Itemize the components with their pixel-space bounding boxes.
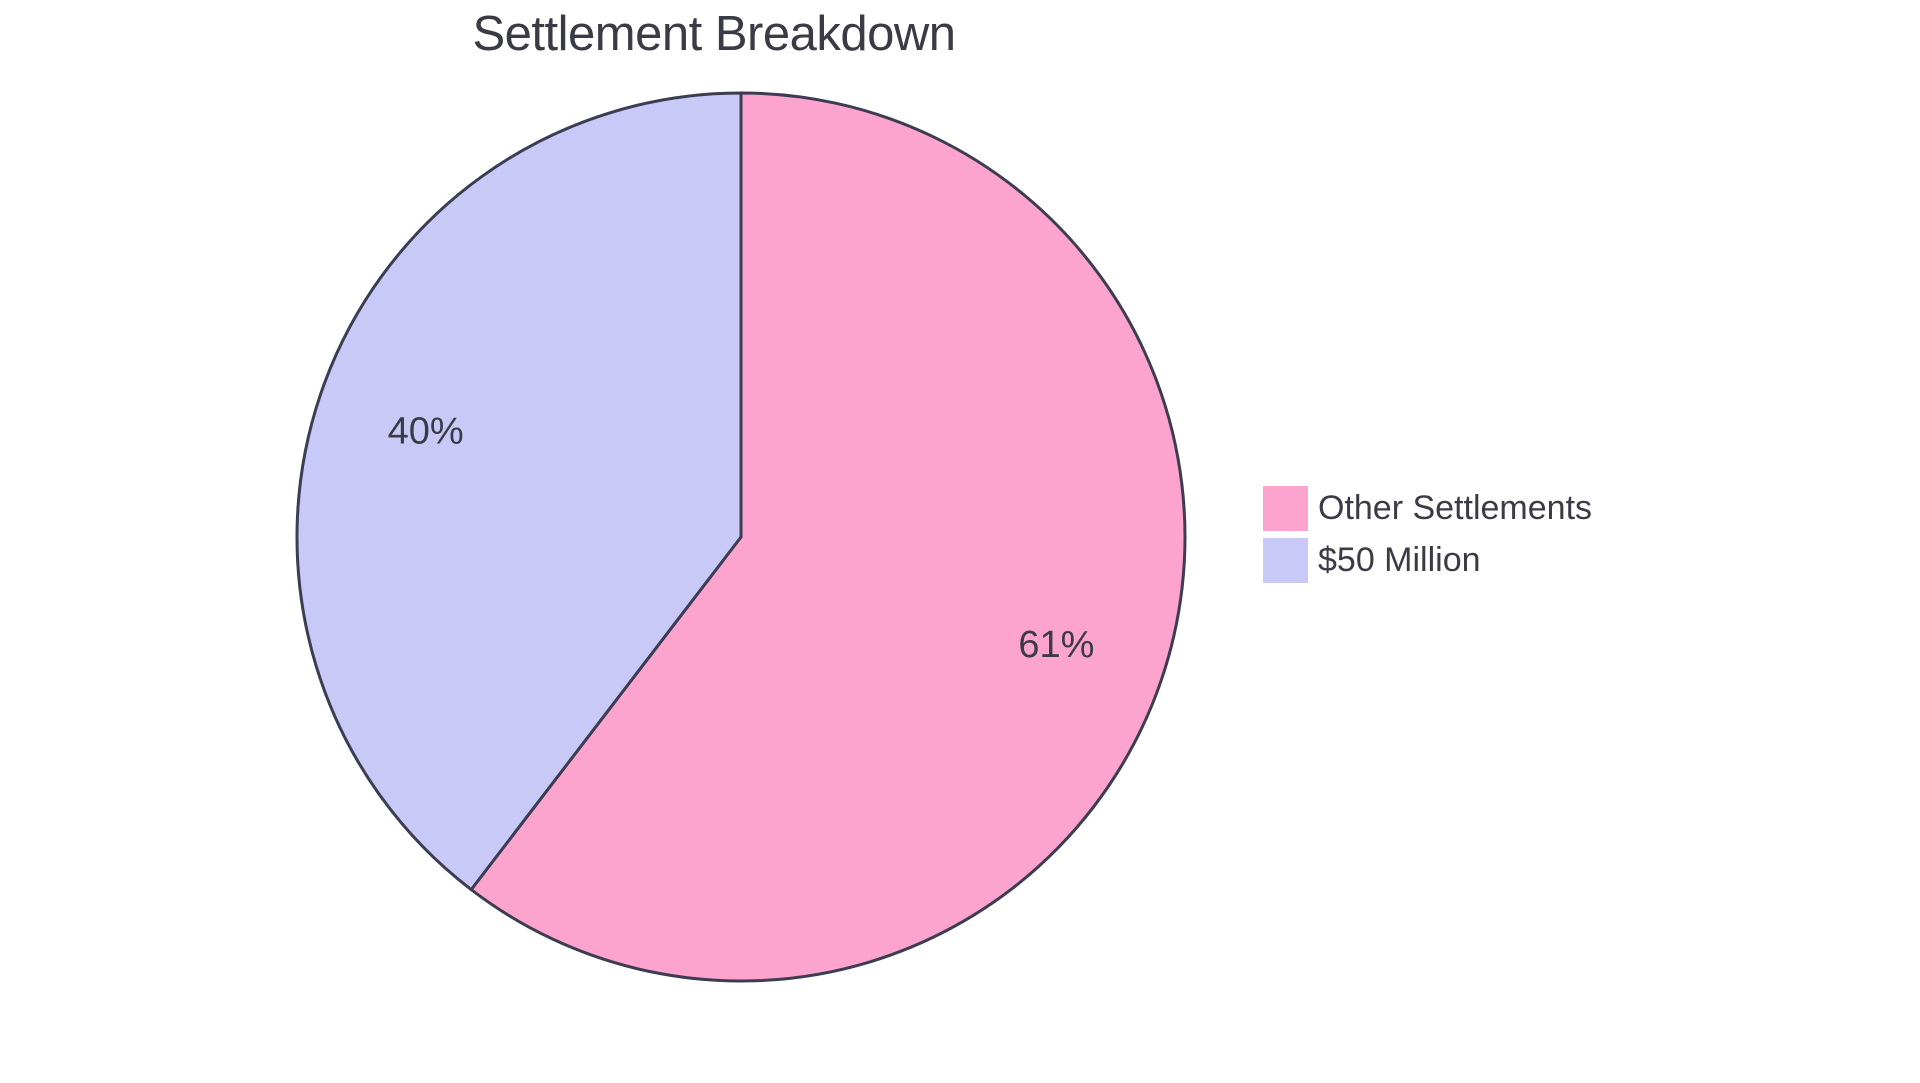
pie-percent-label-50-million: 40% (388, 411, 464, 453)
legend: Other Settlements $50 Million (1263, 486, 1592, 583)
pie-percent-label-other-settlements: 61% (1018, 624, 1094, 666)
legend-item-50-million[interactable]: $50 Million (1263, 538, 1592, 583)
legend-swatch-other-settlements (1263, 486, 1308, 531)
legend-label-50-million: $50 Million (1318, 541, 1481, 579)
legend-swatch-50-million (1263, 538, 1308, 583)
legend-item-other-settlements[interactable]: Other Settlements (1263, 486, 1592, 531)
legend-label-other-settlements: Other Settlements (1318, 489, 1593, 527)
chart-title: Settlement Breakdown (472, 7, 957, 61)
pie-slice-other-settlements[interactable] (469, 91, 1187, 983)
pie-slice-50-million[interactable] (295, 91, 743, 892)
